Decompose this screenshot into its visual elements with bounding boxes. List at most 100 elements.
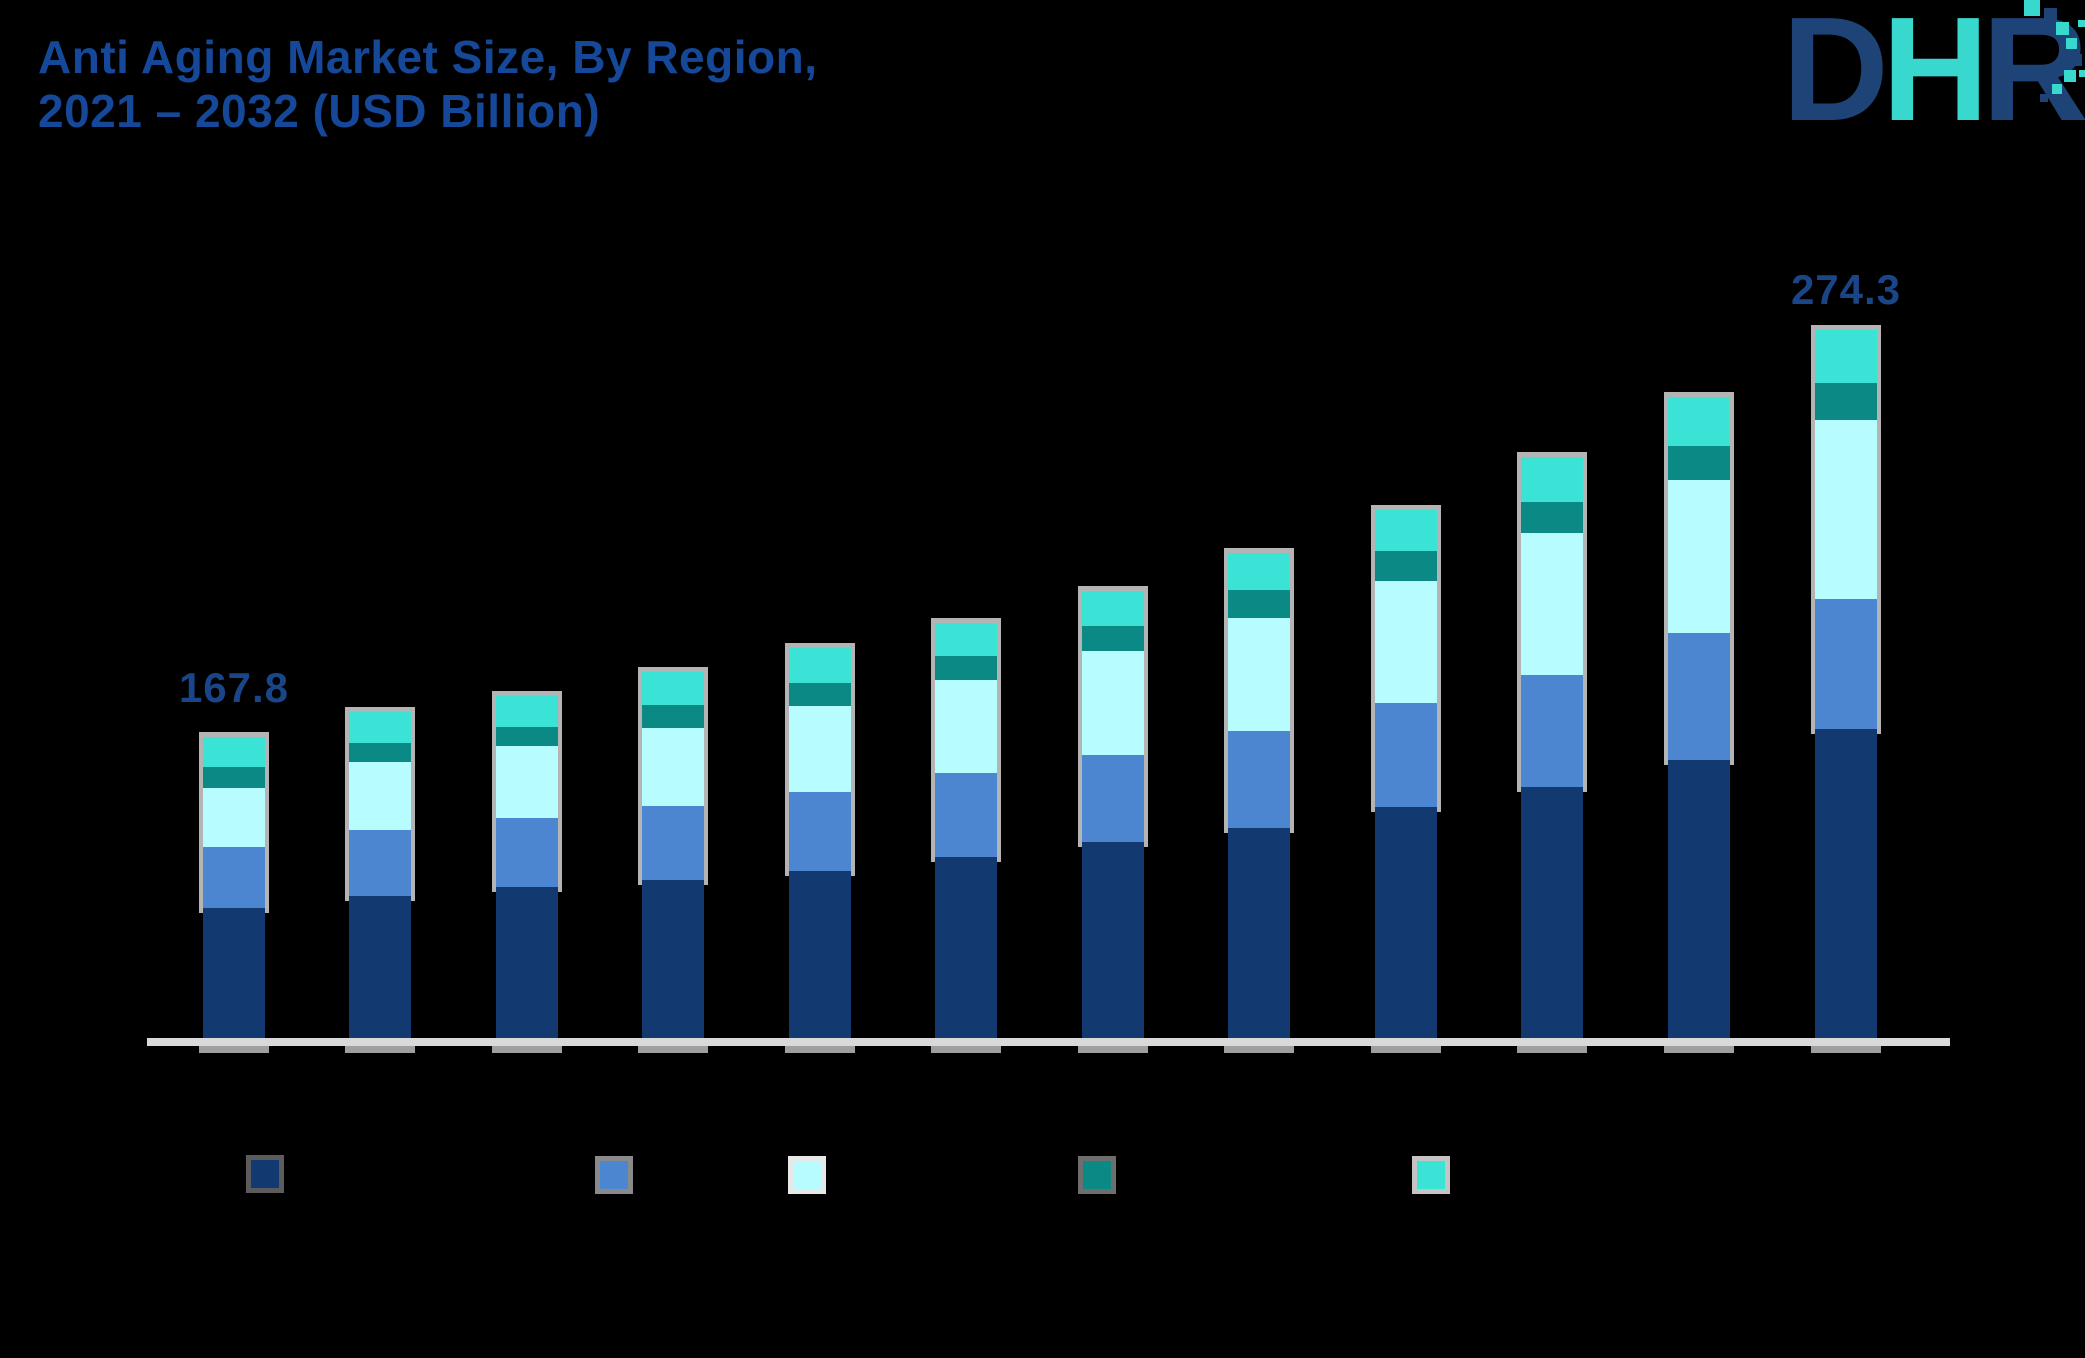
bar-segment-region-3-pale-cyan: [1228, 618, 1290, 731]
bar-segment-region-2-blue: [1521, 675, 1583, 787]
bar-2024: [638, 667, 708, 1038]
bar-segment-region-1-navy: [496, 887, 558, 1038]
bar-segment-region-4-teal: [1521, 502, 1583, 533]
bar-base-shadow: [1224, 1044, 1294, 1053]
bar-2026: [931, 618, 1001, 1038]
value-label-first-bar: 167.8: [178, 664, 290, 711]
bar-segment-region-5-turquoise: [1815, 330, 1877, 383]
bar-segment-region-1-navy: [789, 871, 851, 1038]
bar-segment-region-4-teal: [203, 767, 265, 788]
bar-base-shadow: [199, 1044, 269, 1053]
bar-2022: [345, 707, 415, 1038]
bar-segment-region-5-turquoise: [496, 696, 558, 727]
bar-base-shadow: [785, 1044, 855, 1053]
bar-segment-region-2-blue: [203, 847, 265, 908]
logo-pixel-square: [2066, 38, 2077, 49]
logo-pixel-square: [2024, 0, 2040, 16]
bar-segment-region-3-pale-cyan: [1668, 480, 1730, 633]
bar-segment-region-5-turquoise: [1375, 510, 1437, 551]
chart-title-line1: Anti Aging Market Size, By Region,: [38, 31, 818, 83]
bar-segment-region-4-teal: [1082, 626, 1144, 651]
logo-pixel-square: [2070, 54, 2082, 66]
bar-base-shadow: [1664, 1044, 1734, 1053]
bar-segment-region-1-navy: [1082, 842, 1144, 1038]
bar-segment-region-5-turquoise: [349, 712, 411, 743]
logo-pixel-square: [2079, 70, 2085, 77]
bar-segment-region-3-pale-cyan: [1521, 533, 1583, 675]
bar-segment-region-4-teal: [1228, 590, 1290, 618]
value-label-last-bar: 274.3: [1790, 266, 1902, 313]
bar-2031: [1664, 392, 1734, 1038]
bar-segment-region-1-navy: [1668, 760, 1730, 1038]
bar-segment-region-4-teal: [1668, 446, 1730, 480]
bar-segment-region-4-teal: [789, 683, 851, 706]
bar-2021: [199, 732, 269, 1038]
bar-base-shadow: [931, 1044, 1001, 1053]
logo-letter-H: H: [1881, 0, 1989, 152]
bar-segment-region-2-blue: [642, 806, 704, 880]
bar-segment-region-2-blue: [1228, 731, 1290, 828]
bar-2029: [1371, 505, 1441, 1038]
bar-segment-region-5-turquoise: [1228, 553, 1290, 590]
bar-base-shadow: [1078, 1044, 1148, 1053]
bar-segment-region-4-teal: [642, 705, 704, 728]
dhr-logo: DHR: [1782, 0, 2085, 156]
bar-segment-region-4-teal: [349, 743, 411, 762]
logo-pixel-square: [2078, 20, 2085, 27]
bar-segment-region-1-navy: [935, 857, 997, 1038]
bar-segment-region-3-pale-cyan: [935, 680, 997, 773]
bar-2027: [1078, 586, 1148, 1038]
chart-title: Anti Aging Market Size, By Region, 2021 –…: [38, 30, 817, 138]
bar-segment-region-2-blue: [496, 818, 558, 887]
bar-segment-region-1-navy: [1375, 807, 1437, 1038]
bar-base-shadow: [492, 1044, 562, 1053]
bar-2023: [492, 691, 562, 1038]
bar-base-shadow: [638, 1044, 708, 1053]
bar-2032: [1811, 325, 1881, 1038]
chart-title-line2: 2021 – 2032 (USD Billion): [38, 85, 601, 137]
bar-segment-region-2-blue: [935, 773, 997, 857]
bar-segment-region-3-pale-cyan: [789, 706, 851, 792]
logo-pixel-square: [2064, 70, 2076, 82]
legend-swatch-2: [600, 1161, 628, 1189]
bar-segment-region-5-turquoise: [1082, 591, 1144, 626]
bar-segment-region-1-navy: [203, 908, 265, 1038]
bar-segment-region-3-pale-cyan: [349, 762, 411, 830]
logo-pixel-square: [2044, 8, 2057, 21]
bar-segment-region-3-pale-cyan: [203, 788, 265, 847]
bar-segment-region-3-pale-cyan: [642, 728, 704, 806]
bar-segment-region-4-teal: [1375, 551, 1437, 581]
bar-base-shadow: [1371, 1044, 1441, 1053]
bar-segment-region-3-pale-cyan: [496, 746, 558, 818]
bar-base-shadow: [345, 1044, 415, 1053]
bar-2030: [1517, 452, 1587, 1038]
bar-segment-region-5-turquoise: [789, 648, 851, 683]
bar-segment-region-5-turquoise: [935, 623, 997, 656]
bar-segment-region-4-teal: [496, 727, 558, 746]
bar-segment-region-2-blue: [1668, 633, 1730, 760]
bar-2025: [785, 643, 855, 1038]
legend-swatch-1: [251, 1160, 279, 1188]
bar-segment-region-1-navy: [642, 880, 704, 1038]
bar-segment-region-4-teal: [935, 656, 997, 680]
legend-swatch-3: [793, 1161, 821, 1189]
bar-segment-region-3-pale-cyan: [1815, 420, 1877, 599]
logo-pixel-square: [2056, 22, 2069, 35]
logo-pixel-square: [2052, 84, 2062, 94]
bar-segment-region-1-navy: [1815, 729, 1877, 1038]
bar-segment-region-1-navy: [1521, 787, 1583, 1038]
bar-segment-region-5-turquoise: [642, 672, 704, 705]
bar-segment-region-2-blue: [1375, 703, 1437, 807]
bar-segment-region-2-blue: [789, 792, 851, 871]
bar-base-shadow: [1811, 1044, 1881, 1053]
x-axis-line: [147, 1038, 1950, 1046]
bar-segment-region-5-turquoise: [203, 737, 265, 767]
bar-2028: [1224, 548, 1294, 1038]
bar-segment-region-5-turquoise: [1521, 457, 1583, 502]
logo-pixel-square: [2040, 94, 2048, 102]
bar-segment-region-5-turquoise: [1668, 397, 1730, 446]
bar-segment-region-1-navy: [349, 896, 411, 1038]
bar-segment-region-2-blue: [1082, 755, 1144, 842]
bar-segment-region-1-navy: [1228, 828, 1290, 1038]
